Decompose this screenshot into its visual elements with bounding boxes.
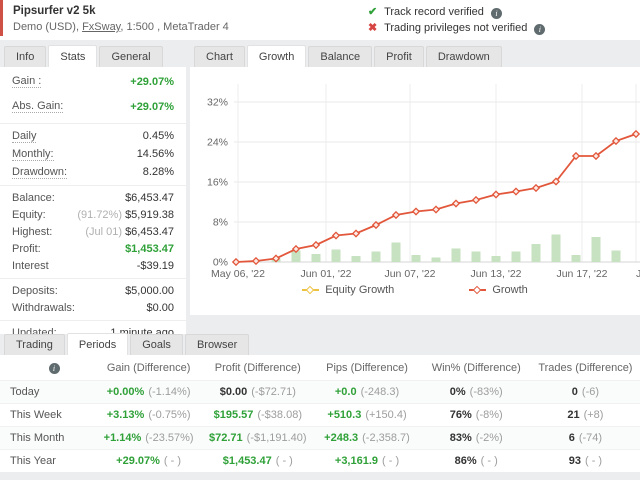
svg-text:8%: 8% (213, 217, 228, 229)
stat-withdrawals: Withdrawals: $0.00 (12, 301, 174, 314)
stat-updated: Updated: 1 minute ago (12, 326, 174, 335)
header-accent-bar (0, 0, 3, 36)
stat-highest: Highest: (Jul 01) $6,453.47 (12, 225, 174, 238)
svg-text:May 06, '22: May 06, '22 (211, 268, 265, 280)
tab-drawdown[interactable]: Drawdown (425, 46, 502, 67)
info-icon[interactable]: i (490, 8, 502, 19)
legend-item-growth[interactable]: Growth (469, 284, 528, 296)
stat-abs-gain: Abs. Gain: +29.07% (12, 100, 174, 113)
account-title: Pipsurfer v2 5k (13, 5, 96, 17)
x-icon: ✖ (368, 22, 378, 34)
periods-panel: Trading Periods Goals Browser i Gain (Di… (0, 332, 640, 472)
svg-text:Jun 17, '22: Jun 17, '22 (556, 268, 607, 280)
stat-drawdown: Drawdown: 8.28% (12, 165, 174, 179)
tab-profit[interactable]: Profit (374, 46, 424, 67)
legend-item-equity-growth[interactable]: Equity Growth (302, 284, 394, 296)
divider (0, 185, 186, 186)
svg-text:Jun 13, '22: Jun 13, '22 (470, 268, 521, 280)
stat-equity: Equity: (91.72%) $5,919.38 (12, 208, 174, 221)
account-header: Pipsurfer v2 5k Demo (USD), FxSway, 1:50… (0, 0, 640, 40)
account-type: Demo (USD), (13, 21, 83, 33)
account-leverage-platform: , 1:500 , MetaTrader 4 (120, 21, 229, 33)
divider (0, 123, 186, 124)
trading-privileges-row: ✖ Trading privileges not verified i (368, 20, 546, 36)
broker-link[interactable]: FxSway (82, 21, 121, 33)
stat-interest: Interest -$39.19 (12, 259, 174, 272)
divider (0, 320, 186, 321)
trading-privileges-label: Trading privileges not verified (384, 22, 528, 34)
svg-text:0%: 0% (213, 257, 228, 269)
col-profit: Profit (Difference) (214, 361, 301, 374)
svg-text:32%: 32% (207, 97, 228, 109)
chart-legend: Equity Growth Growth (190, 282, 640, 302)
stat-gain: Gain : +29.07% (12, 75, 174, 88)
stat-balance: Balance: $6,453.47 (12, 191, 174, 204)
tab-balance[interactable]: Balance (308, 46, 373, 67)
stat-monthly: Monthly: 14.56% (12, 147, 174, 161)
tab-periods[interactable]: Periods (66, 333, 129, 355)
col-gain: Gain (Difference) (106, 361, 191, 374)
svg-text:J: J (636, 268, 640, 280)
track-record-verified-label: Track record verified (384, 6, 484, 18)
tab-info[interactable]: Info (4, 46, 47, 67)
stat-daily: Daily 0.45% (12, 129, 174, 143)
check-icon: ✔ (368, 6, 378, 18)
tab-browser[interactable]: Browser (184, 334, 250, 355)
account-subtitle: Demo (USD), FxSway, 1:500 , MetaTrader 4 (13, 21, 229, 33)
bottom-tabbar: Trading Periods Goals Browser (0, 332, 640, 355)
table-row-this-week: This Week +3.13% (-0.75%) $195.57 (-$38.08… (0, 403, 640, 426)
growth-chart[interactable]: 0% 8% 16% 24% 32% May 06, '22 Jun 01, '22 Jun 0… (190, 70, 640, 282)
tab-chart[interactable]: Chart (194, 46, 245, 67)
svg-text:Jun 07, '22: Jun 07, '22 (384, 268, 435, 280)
col-win: Win% (Difference) (431, 361, 521, 374)
stats-body: Gain : +29.07% Abs. Gain: +29.07% Daily … (0, 67, 186, 334)
col-trades: Trades (Difference) (538, 361, 633, 374)
tab-trading[interactable]: Trading (4, 334, 65, 355)
growth-swatch-icon (469, 289, 487, 291)
stat-deposits: Deposits: $5,000.00 (12, 284, 174, 297)
tab-stats[interactable]: Stats (48, 45, 98, 67)
tab-growth[interactable]: Growth (246, 45, 307, 67)
track-record-verified-row: ✔ Track record verified i (368, 4, 545, 20)
svg-text:24%: 24% (207, 137, 228, 149)
tab-goals[interactable]: Goals (130, 334, 183, 355)
divider (0, 278, 186, 279)
chart-panel: Chart Growth Balance Profit Drawdown 0% 8… (190, 44, 640, 315)
table-row-this-year: This Year +29.07%( - ) $1,453.47( - ) +3… (0, 449, 640, 472)
svg-text:16%: 16% (207, 177, 228, 189)
chart-tabbar: Chart Growth Balance Profit Drawdown (190, 44, 640, 67)
periods-table: i Gain (Difference) Profit (Difference) … (0, 355, 640, 472)
stat-profit: Profit: $1,453.47 (12, 242, 174, 255)
chart-body: 0% 8% 16% 24% 32% May 06, '22 Jun 01, '22 Jun 0… (190, 67, 640, 315)
col-pips: Pips (Difference) (326, 361, 408, 374)
periods-header-row: i Gain (Difference) Profit (Difference) … (0, 355, 640, 380)
stats-panel: Info Stats General Gain : +29.07% Abs. G… (0, 44, 186, 334)
table-row-this-month: This Month +1.14% (-23.57%) $72.71 (-$1,19… (0, 426, 640, 449)
tab-general[interactable]: General (99, 46, 163, 67)
info-icon[interactable]: i (534, 24, 546, 35)
stats-tabbar: Info Stats General (0, 44, 186, 67)
table-row-today: Today +0.00% (-1.14%) $0.00 (-$72.71) +0.0… (0, 380, 640, 403)
info-icon[interactable]: i (48, 363, 60, 374)
svg-text:Jun 01, '22: Jun 01, '22 (300, 268, 351, 280)
equity-growth-swatch-icon (302, 289, 320, 291)
verification-block: ✔ Track record verified i ✖ Trading priv… (368, 4, 546, 36)
